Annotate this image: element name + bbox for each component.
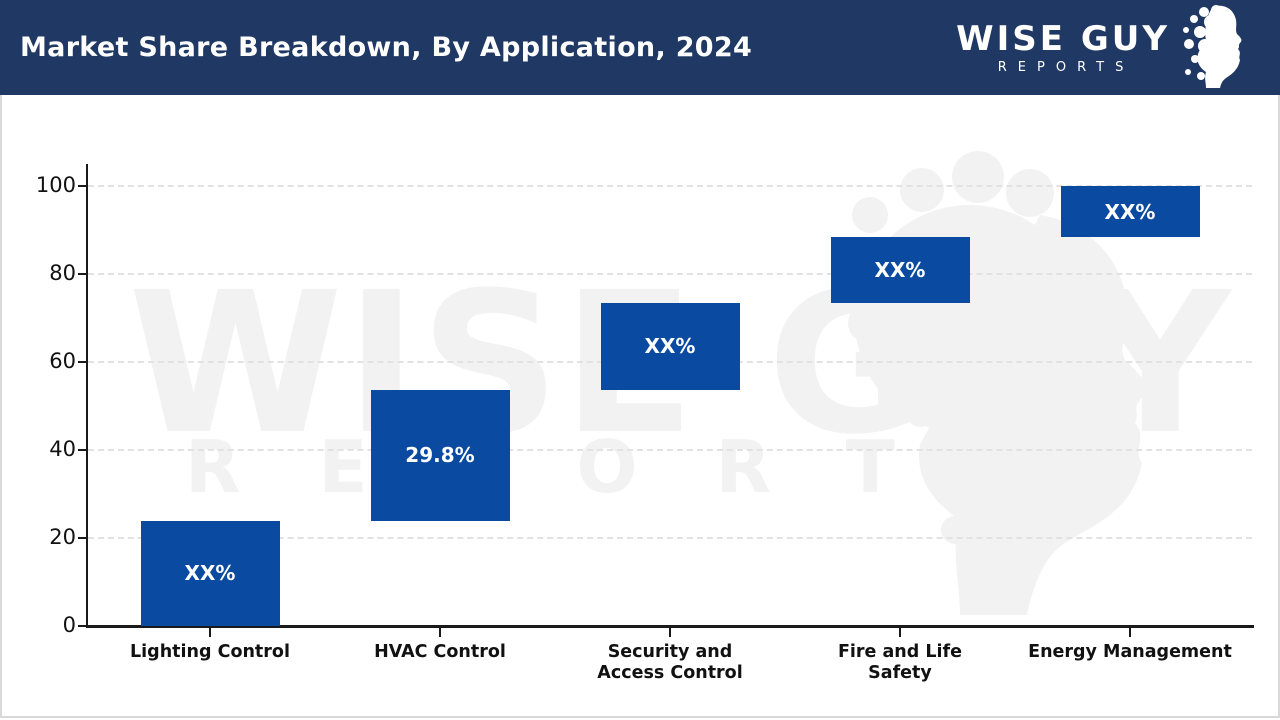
y-tick-label: 80 <box>49 261 76 285</box>
y-tick-mark <box>78 185 86 187</box>
category-label: Energy Management <box>1028 642 1232 662</box>
y-tick-mark <box>78 361 86 363</box>
gridline-40 <box>88 449 1252 451</box>
watermark: WISE GUY REPORTS <box>0 95 1280 720</box>
bar-value-label: XX% <box>184 561 236 586</box>
x-tick-mark <box>669 628 671 637</box>
bar-segment: XX% <box>830 237 970 303</box>
page-title: Market Share Breakdown, By Application, … <box>20 32 753 63</box>
x-axis-line <box>86 625 1254 628</box>
y-tick-label: 100 <box>35 173 76 197</box>
gridline-20 <box>88 537 1252 539</box>
bar-segment: XX% <box>140 520 280 626</box>
y-tick-mark <box>78 625 86 627</box>
gridline-80 <box>88 273 1252 275</box>
brand-name: WISE GUY <box>956 18 1170 59</box>
category-label: HVAC Control <box>374 642 506 662</box>
brand-subname: REPORTS <box>997 59 1135 75</box>
plot-area: 0 20 40 60 80 100 XX% Lighting Control 29.8% HVAC… <box>36 164 1256 683</box>
y-tick-label: 0 <box>62 613 76 637</box>
header-bar: Market Share Breakdown, By Application, … <box>0 0 1280 95</box>
dotted-head-icon <box>1176 4 1248 92</box>
x-tick-mark <box>1129 628 1131 637</box>
y-tick-mark <box>78 537 86 539</box>
bar-value-label: XX% <box>644 334 696 359</box>
y-tick-mark <box>78 449 86 451</box>
category-label: Lighting Control <box>130 642 290 662</box>
x-tick-mark <box>209 628 211 637</box>
x-tick-mark <box>899 628 901 637</box>
y-tick-mark <box>78 273 86 275</box>
category-label: Fire and Life Safety <box>837 642 963 683</box>
gridline-100 <box>88 185 1252 187</box>
bar-segment: XX% <box>600 302 740 390</box>
watermark-reports-text: REPORTS <box>185 425 1103 509</box>
bar-segment: 29.8% <box>370 389 510 521</box>
bar-segment: XX% <box>1060 186 1200 238</box>
brand-logo: WISE GUY REPORTS <box>956 4 1248 92</box>
x-tick-mark <box>439 628 441 637</box>
y-tick-label: 20 <box>49 525 76 549</box>
bar-value-label: XX% <box>1104 199 1156 224</box>
bar-value-label: XX% <box>874 257 926 282</box>
y-tick-label: 40 <box>49 437 76 461</box>
bar-value-label: 29.8% <box>405 443 475 468</box>
brand-logo-text: WISE GUY REPORTS <box>956 22 1170 74</box>
y-tick-label: 60 <box>49 349 76 373</box>
category-label: Security and Access Control <box>597 642 743 683</box>
y-axis-line <box>86 164 88 627</box>
